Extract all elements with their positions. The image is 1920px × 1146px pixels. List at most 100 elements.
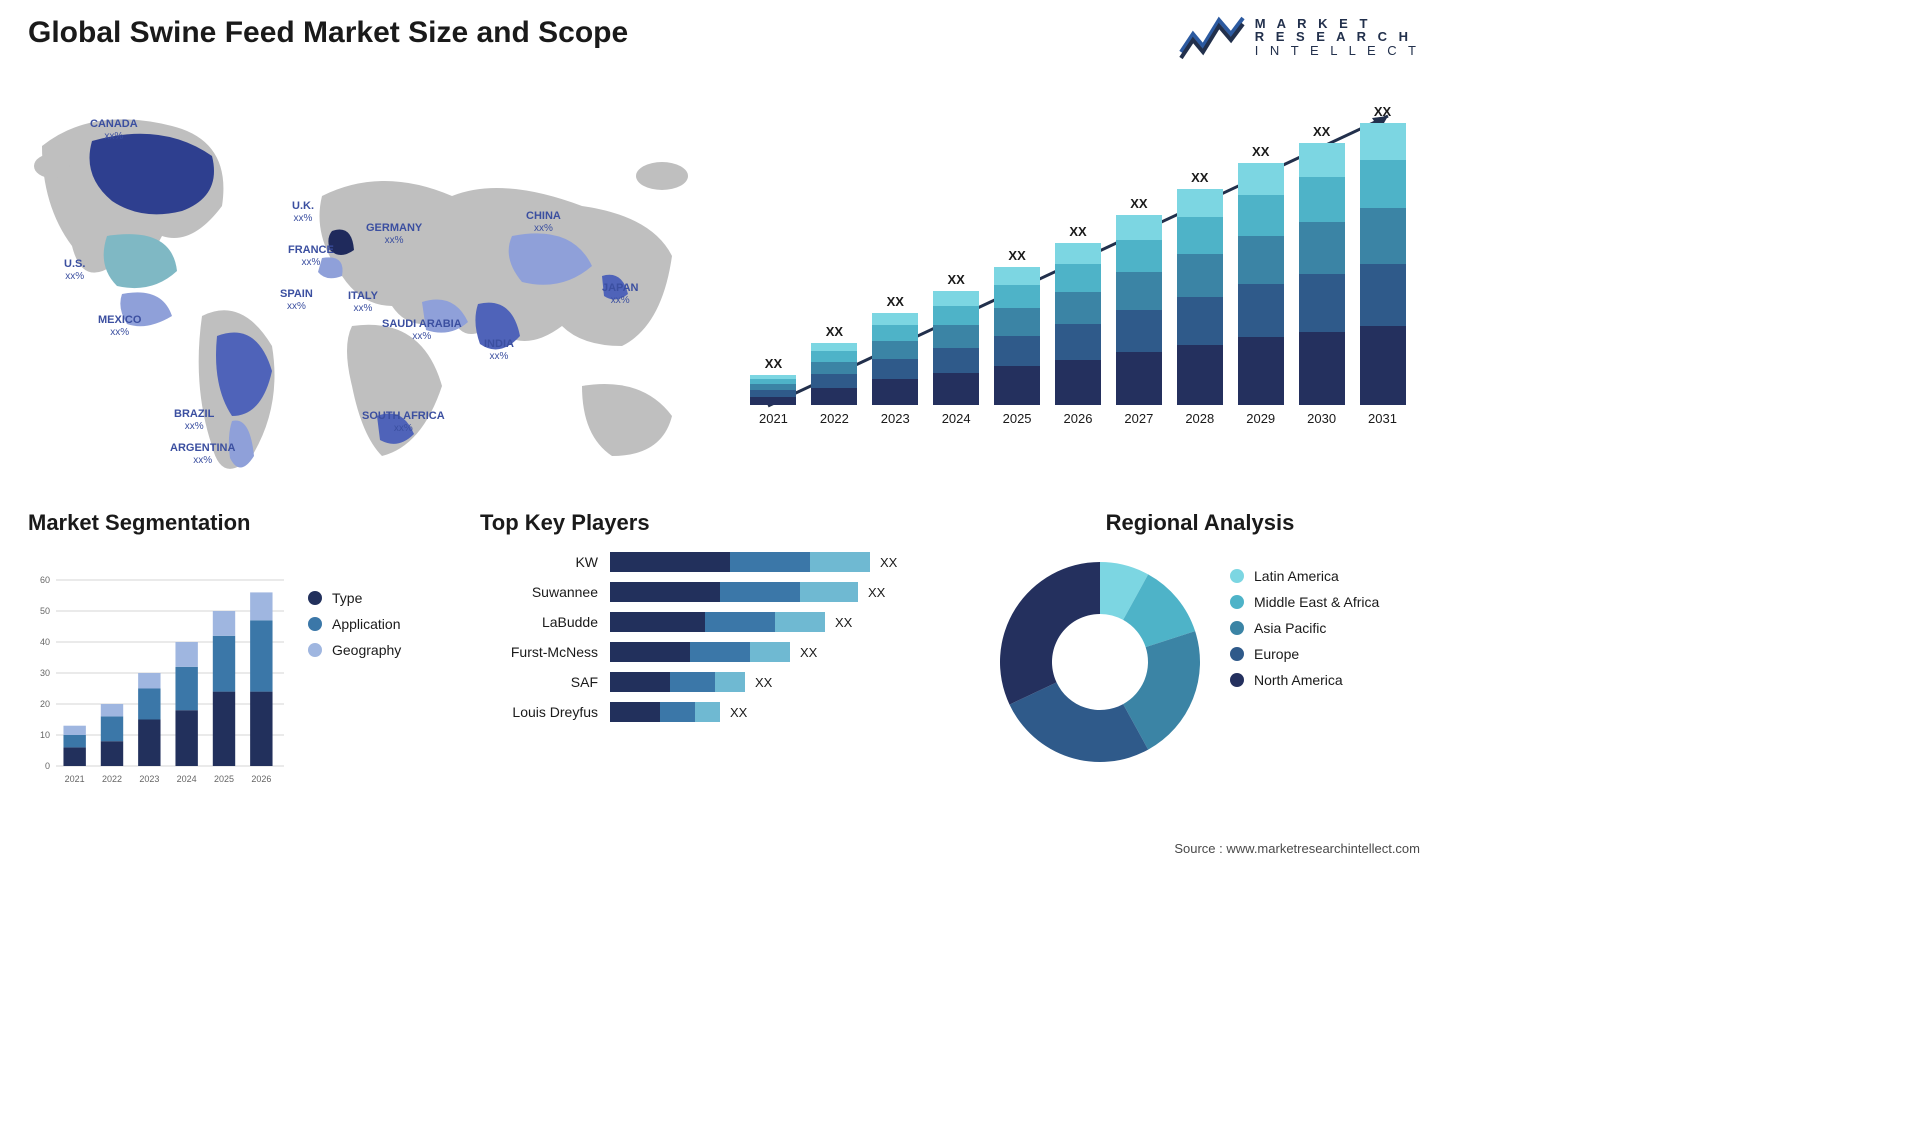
map-label: ITALYxx% <box>348 290 378 314</box>
hero-year-label: 2027 <box>1124 411 1153 426</box>
key-players-panel: Top Key Players KWXXSuwanneeXXLaBuddeXXF… <box>480 510 960 790</box>
hero-year-label: 2022 <box>820 411 849 426</box>
hero-bar: XX 2026 <box>1053 224 1104 426</box>
map-label: SAUDI ARABIAxx% <box>382 318 462 342</box>
hero-year-label: 2024 <box>942 411 971 426</box>
hero-bar-value: XX <box>1191 170 1208 185</box>
key-player-value: XX <box>868 585 885 600</box>
map-label: U.K.xx% <box>292 200 314 224</box>
hero-bar-value: XX <box>765 356 782 371</box>
key-player-row: LaBudde XX <box>480 612 960 632</box>
regional-legend: Latin AmericaMiddle East & AfricaAsia Pa… <box>1230 558 1379 698</box>
svg-text:2023: 2023 <box>139 774 159 784</box>
key-player-name: Suwannee <box>480 584 610 600</box>
regional-panel: Regional Analysis Latin AmericaMiddle Ea… <box>980 510 1420 790</box>
map-label: CHINAxx% <box>526 210 561 234</box>
svg-text:50: 50 <box>40 606 50 616</box>
svg-text:30: 30 <box>40 668 50 678</box>
map-label: ARGENTINAxx% <box>170 442 235 466</box>
segmentation-chart: 0102030405060202120222023202420252026 <box>28 570 288 790</box>
hero-year-label: 2021 <box>759 411 788 426</box>
hero-bar-value: XX <box>826 324 843 339</box>
key-player-bar <box>610 672 745 692</box>
map-label: GERMANYxx% <box>366 222 422 246</box>
hero-year-label: 2028 <box>1185 411 1214 426</box>
key-player-name: SAF <box>480 674 610 690</box>
hero-bar-value: XX <box>1374 104 1391 119</box>
hero-bar-value: XX <box>1252 144 1269 159</box>
map-label: U.S.xx% <box>64 258 85 282</box>
hero-bar: XX 2031 <box>1357 104 1408 426</box>
segmentation-legend: Type Application Geography <box>308 580 401 668</box>
hero-year-label: 2025 <box>1003 411 1032 426</box>
hero-bar-value: XX <box>1313 124 1330 139</box>
regional-donut-chart <box>990 552 1210 772</box>
key-player-row: Furst-McNess XX <box>480 642 960 662</box>
hero-year-label: 2031 <box>1368 411 1397 426</box>
legend-item: Geography <box>308 642 401 658</box>
key-player-value: XX <box>800 645 817 660</box>
svg-text:2022: 2022 <box>102 774 122 784</box>
hero-year-label: 2026 <box>1064 411 1093 426</box>
svg-text:2024: 2024 <box>177 774 197 784</box>
brand-logo: M A R K E T R E S E A R C H I N T E L L … <box>1179 14 1420 60</box>
legend-item: North America <box>1230 672 1379 688</box>
key-player-bar <box>610 582 858 602</box>
svg-text:2025: 2025 <box>214 774 234 784</box>
key-player-bar <box>610 642 790 662</box>
key-player-row: Suwannee XX <box>480 582 960 602</box>
key-player-name: KW <box>480 554 610 570</box>
segmentation-title: Market Segmentation <box>28 510 458 536</box>
key-player-name: LaBudde <box>480 614 610 630</box>
key-player-value: XX <box>755 675 772 690</box>
source-attribution: Source : www.marketresearchintellect.com <box>1174 841 1420 856</box>
hero-bar-value: XX <box>1008 248 1025 263</box>
segmentation-panel: Market Segmentation 0 10 20 30 40 50 60 2021 202… <box>28 510 458 790</box>
hero-bar-value: XX <box>887 294 904 309</box>
logo-line3: I N T E L L E C T <box>1255 44 1420 58</box>
hero-growth-chart: XX2021XX2022XX2023XX2024XX2025XX2026XX20… <box>748 96 1408 466</box>
key-player-bar <box>610 702 720 722</box>
hero-bar: XX2029 <box>1235 144 1286 426</box>
key-player-value: XX <box>880 555 897 570</box>
svg-text:10: 10 <box>40 730 50 740</box>
hero-year-label: 2030 <box>1307 411 1336 426</box>
map-label: FRANCExx% <box>288 244 334 268</box>
key-player-name: Louis Dreyfus <box>480 704 610 720</box>
hero-bar: XX 2024 <box>931 272 982 426</box>
key-player-value: XX <box>835 615 852 630</box>
hero-bar: XX 2027 <box>1113 196 1164 426</box>
hero-bar-value: XX <box>948 272 965 287</box>
key-player-bar <box>610 612 825 632</box>
map-label: JAPANxx% <box>602 282 638 306</box>
hero-bar: XX 2023 <box>870 294 921 426</box>
map-label: INDIAxx% <box>484 338 514 362</box>
key-player-row: Louis Dreyfus XX <box>480 702 960 722</box>
key-player-name: Furst-McNess <box>480 644 610 660</box>
legend-item: Europe <box>1230 646 1379 662</box>
hero-bar: XX 2022 <box>809 324 860 426</box>
legend-item: Asia Pacific <box>1230 620 1379 636</box>
map-label: SPAINxx% <box>280 288 313 312</box>
map-label: CANADAxx% <box>90 118 138 142</box>
hero-bar-value: XX <box>1130 196 1147 211</box>
key-player-row: SAF XX <box>480 672 960 692</box>
svg-text:60: 60 <box>40 575 50 585</box>
key-player-row: KW XX <box>480 552 960 572</box>
map-label: MEXICOxx% <box>98 314 141 338</box>
svg-text:40: 40 <box>40 637 50 647</box>
logo-mark-icon <box>1179 14 1245 60</box>
key-player-value: XX <box>730 705 747 720</box>
hero-bar: XX 2021 <box>748 356 799 426</box>
svg-text:2021: 2021 <box>65 774 85 784</box>
svg-text:20: 20 <box>40 699 50 709</box>
hero-year-label: 2023 <box>881 411 910 426</box>
hero-bar-value: XX <box>1069 224 1086 239</box>
hero-bar: XX 2030 <box>1296 124 1347 426</box>
hero-bar: XX 2025 <box>992 248 1043 426</box>
page-title: Global Swine Feed Market Size and Scope <box>28 16 628 50</box>
svg-text:0: 0 <box>45 761 50 771</box>
legend-item: Type <box>308 590 401 606</box>
legend-item: Application <box>308 616 401 632</box>
key-players-title: Top Key Players <box>480 510 960 536</box>
